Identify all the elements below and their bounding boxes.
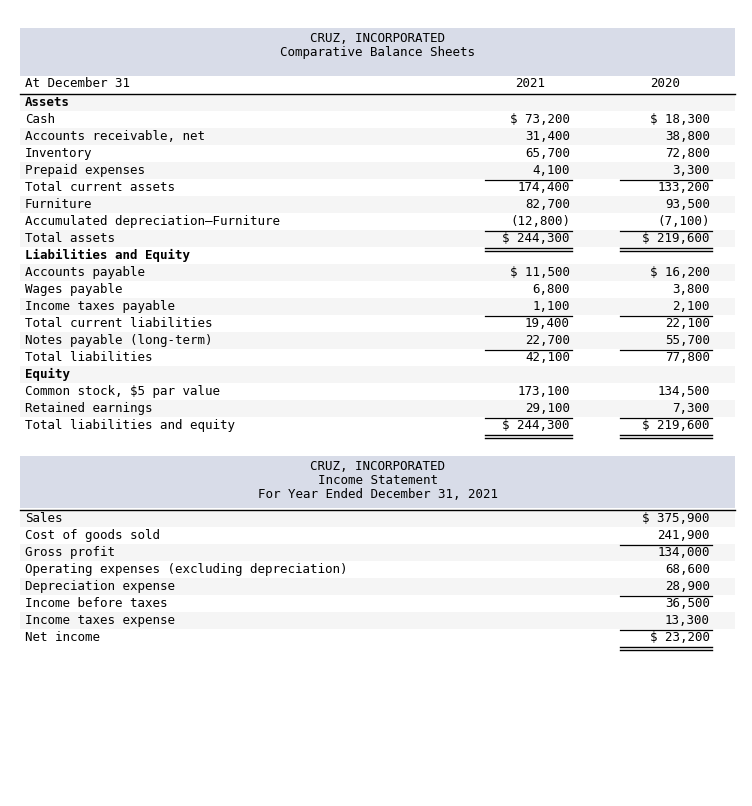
Text: 2020: 2020 xyxy=(650,77,680,90)
Text: 133,200: 133,200 xyxy=(657,181,710,194)
Text: Income taxes payable: Income taxes payable xyxy=(25,300,175,313)
Text: Comparative Balance Sheets: Comparative Balance Sheets xyxy=(280,46,475,59)
Text: Gross profit: Gross profit xyxy=(25,546,115,559)
Text: $ 23,200: $ 23,200 xyxy=(650,631,710,644)
Text: 173,100: 173,100 xyxy=(517,385,570,398)
Text: Retained earnings: Retained earnings xyxy=(25,402,153,415)
Bar xyxy=(20,230,735,247)
Bar xyxy=(20,366,735,383)
Text: $ 18,300: $ 18,300 xyxy=(650,113,710,126)
Bar xyxy=(20,28,735,76)
Text: Accounts receivable, net: Accounts receivable, net xyxy=(25,130,205,143)
Bar xyxy=(20,162,735,179)
Text: 6,800: 6,800 xyxy=(532,283,570,296)
Bar xyxy=(20,400,735,417)
Text: $ 219,600: $ 219,600 xyxy=(642,419,710,432)
Text: At December 31: At December 31 xyxy=(25,77,130,90)
Text: (12,800): (12,800) xyxy=(510,215,570,228)
Text: Income Statement: Income Statement xyxy=(317,474,438,487)
Text: Cost of goods sold: Cost of goods sold xyxy=(25,529,160,542)
Text: 2021: 2021 xyxy=(515,77,545,90)
Text: 22,700: 22,700 xyxy=(525,334,570,347)
Text: 241,900: 241,900 xyxy=(657,529,710,542)
Text: $ 244,300: $ 244,300 xyxy=(502,419,570,432)
Text: 174,400: 174,400 xyxy=(517,181,570,194)
Text: Income before taxes: Income before taxes xyxy=(25,597,168,610)
Bar xyxy=(20,456,735,508)
Text: $ 11,500: $ 11,500 xyxy=(510,266,570,279)
Text: CRUZ, INCORPORATED: CRUZ, INCORPORATED xyxy=(310,460,445,473)
Text: 28,900: 28,900 xyxy=(665,580,710,593)
Text: Income taxes expense: Income taxes expense xyxy=(25,614,175,627)
Text: 38,800: 38,800 xyxy=(665,130,710,143)
Text: 13,300: 13,300 xyxy=(665,614,710,627)
Text: For Year Ended December 31, 2021: For Year Ended December 31, 2021 xyxy=(257,488,498,501)
Bar xyxy=(20,196,735,213)
Text: Common stock, $5 par value: Common stock, $5 par value xyxy=(25,385,220,398)
Text: $ 73,200: $ 73,200 xyxy=(510,113,570,126)
Text: $ 375,900: $ 375,900 xyxy=(642,512,710,525)
Text: $ 16,200: $ 16,200 xyxy=(650,266,710,279)
Text: 72,800: 72,800 xyxy=(665,147,710,160)
Text: 31,400: 31,400 xyxy=(525,130,570,143)
Text: 3,300: 3,300 xyxy=(672,164,710,177)
Bar xyxy=(20,544,735,561)
Text: $ 244,300: $ 244,300 xyxy=(502,232,570,245)
Text: 7,300: 7,300 xyxy=(672,402,710,415)
Text: Accounts payable: Accounts payable xyxy=(25,266,145,279)
Text: Prepaid expenses: Prepaid expenses xyxy=(25,164,145,177)
Text: 77,800: 77,800 xyxy=(665,351,710,364)
Text: 3,800: 3,800 xyxy=(672,283,710,296)
Text: 65,700: 65,700 xyxy=(525,147,570,160)
Text: Operating expenses (excluding depreciation): Operating expenses (excluding depreciati… xyxy=(25,563,347,576)
Text: 22,100: 22,100 xyxy=(665,317,710,330)
Text: Liabilities and Equity: Liabilities and Equity xyxy=(25,249,190,262)
Text: Cash: Cash xyxy=(25,113,55,126)
Text: 29,100: 29,100 xyxy=(525,402,570,415)
Text: 93,500: 93,500 xyxy=(665,198,710,211)
Text: Total assets: Total assets xyxy=(25,232,115,245)
Bar xyxy=(20,128,735,145)
Bar xyxy=(20,612,735,629)
Text: Assets: Assets xyxy=(25,96,70,109)
Text: CRUZ, INCORPORATED: CRUZ, INCORPORATED xyxy=(310,32,445,45)
Text: Depreciation expense: Depreciation expense xyxy=(25,580,175,593)
Text: Equity: Equity xyxy=(25,368,70,381)
Text: 4,100: 4,100 xyxy=(532,164,570,177)
Text: Sales: Sales xyxy=(25,512,62,525)
Text: Net income: Net income xyxy=(25,631,100,644)
Text: 68,600: 68,600 xyxy=(665,563,710,576)
Bar xyxy=(20,578,735,595)
Bar xyxy=(20,298,735,315)
Text: 134,500: 134,500 xyxy=(657,385,710,398)
Text: Inventory: Inventory xyxy=(25,147,92,160)
Bar xyxy=(20,94,735,111)
Text: Accumulated depreciation–Furniture: Accumulated depreciation–Furniture xyxy=(25,215,280,228)
Text: Total current liabilities: Total current liabilities xyxy=(25,317,213,330)
Bar xyxy=(20,510,735,527)
Text: Total liabilities and equity: Total liabilities and equity xyxy=(25,419,235,432)
Text: Furniture: Furniture xyxy=(25,198,92,211)
Text: 55,700: 55,700 xyxy=(665,334,710,347)
Text: 42,100: 42,100 xyxy=(525,351,570,364)
Text: 1,100: 1,100 xyxy=(532,300,570,313)
Text: 134,000: 134,000 xyxy=(657,546,710,559)
Text: 82,700: 82,700 xyxy=(525,198,570,211)
Text: (7,100): (7,100) xyxy=(657,215,710,228)
Text: 2,100: 2,100 xyxy=(672,300,710,313)
Bar xyxy=(20,264,735,281)
Text: Notes payable (long-term): Notes payable (long-term) xyxy=(25,334,213,347)
Bar xyxy=(20,332,735,349)
Text: $ 219,600: $ 219,600 xyxy=(642,232,710,245)
Text: 36,500: 36,500 xyxy=(665,597,710,610)
Text: Total current assets: Total current assets xyxy=(25,181,175,194)
Text: 19,400: 19,400 xyxy=(525,317,570,330)
Text: Total liabilities: Total liabilities xyxy=(25,351,153,364)
Text: Wages payable: Wages payable xyxy=(25,283,123,296)
